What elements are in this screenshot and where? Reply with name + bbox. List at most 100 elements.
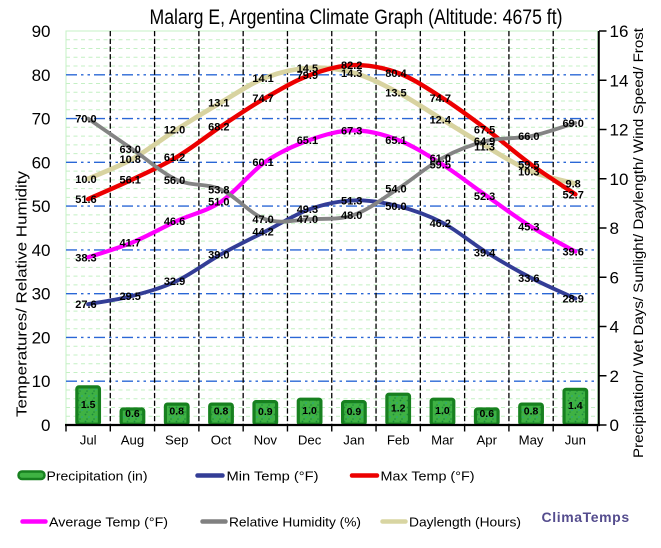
svg-text:79.9: 79.9 [297, 70, 318, 82]
svg-text:44.2: 44.2 [252, 227, 273, 239]
svg-text:14.3: 14.3 [341, 68, 362, 80]
svg-text:63.0: 63.0 [120, 144, 141, 156]
svg-text:61.0: 61.0 [430, 153, 451, 165]
svg-text:82.2: 82.2 [341, 60, 362, 72]
svg-text:39.4: 39.4 [474, 248, 496, 260]
svg-text:33.6: 33.6 [518, 273, 539, 285]
svg-text:0.6: 0.6 [479, 408, 494, 420]
svg-text:Malarg E, Argentina Climate Gr: Malarg E, Argentina Climate Graph (Altit… [150, 6, 563, 29]
svg-text:Jan: Jan [343, 433, 364, 448]
svg-text:11.3: 11.3 [474, 142, 495, 154]
svg-text:52.3: 52.3 [474, 191, 495, 203]
svg-text:0.9: 0.9 [258, 406, 273, 418]
svg-text:20: 20 [32, 328, 51, 347]
svg-text:50.0: 50.0 [385, 201, 406, 213]
svg-text:0: 0 [41, 416, 50, 435]
svg-text:29.5: 29.5 [120, 291, 141, 303]
svg-text:1.2: 1.2 [391, 403, 406, 415]
svg-text:Feb: Feb [387, 433, 410, 448]
svg-text:Apr: Apr [477, 433, 498, 448]
svg-text:14: 14 [610, 71, 629, 90]
svg-text:1.4: 1.4 [568, 400, 583, 412]
svg-text:49.3: 49.3 [297, 204, 318, 216]
svg-text:68.2: 68.2 [208, 121, 229, 133]
svg-text:61.2: 61.2 [164, 152, 185, 164]
svg-text:Aug: Aug [121, 433, 144, 448]
svg-text:60: 60 [32, 153, 51, 172]
svg-text:1.5: 1.5 [81, 399, 96, 411]
svg-text:Dec: Dec [298, 433, 322, 448]
svg-text:14.5: 14.5 [297, 63, 318, 75]
svg-text:64.9: 64.9 [474, 136, 495, 148]
svg-text:45.3: 45.3 [518, 222, 539, 234]
svg-text:80.4: 80.4 [385, 68, 407, 80]
svg-text:60.1: 60.1 [252, 157, 273, 169]
svg-text:0.8: 0.8 [169, 405, 184, 417]
svg-text:8: 8 [610, 219, 619, 238]
svg-text:2: 2 [610, 367, 619, 386]
svg-text:59.5: 59.5 [518, 160, 539, 172]
svg-text:13.5: 13.5 [385, 88, 406, 100]
svg-text:0.9: 0.9 [347, 406, 362, 418]
svg-text:10.8: 10.8 [120, 154, 141, 166]
svg-text:48.0: 48.0 [341, 210, 362, 222]
svg-text:67.3: 67.3 [341, 125, 362, 137]
svg-text:Mar: Mar [431, 433, 454, 448]
svg-text:Max Temp (°F): Max Temp (°F) [381, 469, 475, 484]
svg-text:9.8: 9.8 [566, 179, 581, 191]
svg-text:0.8: 0.8 [524, 405, 539, 417]
svg-text:0: 0 [610, 416, 619, 435]
svg-text:6: 6 [610, 268, 619, 287]
svg-text:56.1: 56.1 [120, 174, 141, 186]
svg-text:28.9: 28.9 [562, 293, 583, 305]
svg-text:0.8: 0.8 [214, 405, 229, 417]
svg-text:10: 10 [32, 372, 51, 391]
svg-text:Temperatures/ Relative Humidit: Temperatures/ Relative Humidity [14, 170, 31, 417]
svg-text:10.0: 10.0 [75, 174, 96, 186]
svg-text:39.6: 39.6 [562, 247, 583, 259]
svg-text:66.0: 66.0 [518, 131, 539, 143]
svg-text:46.6: 46.6 [164, 216, 185, 228]
svg-text:39.0: 39.0 [208, 249, 229, 261]
svg-text:Precipitation/ Wet Days/ Sunli: Precipitation/ Wet Days/ Sunlight/ Dayle… [631, 28, 646, 458]
svg-text:Relative Humidity (%): Relative Humidity (%) [229, 515, 361, 530]
svg-text:16: 16 [610, 22, 629, 41]
svg-text:52.7: 52.7 [562, 189, 583, 201]
svg-text:56.0: 56.0 [164, 175, 185, 187]
svg-text:65.1: 65.1 [385, 135, 406, 147]
svg-text:30: 30 [32, 285, 51, 304]
svg-text:10: 10 [610, 170, 629, 189]
svg-text:14.1: 14.1 [252, 73, 273, 85]
svg-text:27.6: 27.6 [75, 299, 96, 311]
svg-text:51.6: 51.6 [75, 194, 96, 206]
svg-text:12.0: 12.0 [164, 125, 185, 137]
svg-text:Sep: Sep [165, 433, 188, 448]
svg-text:69.0: 69.0 [562, 118, 583, 130]
svg-text:Oct: Oct [211, 433, 232, 448]
svg-text:Min Temp (°F): Min Temp (°F) [227, 469, 319, 484]
svg-text:1.0: 1.0 [435, 405, 450, 417]
svg-text:13.1: 13.1 [208, 97, 229, 109]
svg-text:67.5: 67.5 [474, 125, 495, 137]
svg-text:Precipitation (in): Precipitation (in) [47, 469, 148, 484]
svg-text:May: May [519, 433, 544, 448]
svg-text:65.1: 65.1 [297, 135, 318, 147]
svg-text:70.0: 70.0 [75, 114, 96, 126]
svg-text:53.8: 53.8 [208, 184, 229, 196]
svg-text:80: 80 [32, 66, 51, 85]
svg-text:41.7: 41.7 [120, 237, 141, 249]
svg-text:1.0: 1.0 [302, 405, 317, 417]
svg-text:74.7: 74.7 [252, 93, 273, 105]
svg-text:Nov: Nov [254, 433, 278, 448]
svg-text:47.0: 47.0 [252, 214, 273, 226]
svg-text:46.2: 46.2 [430, 218, 451, 230]
svg-text:38.3: 38.3 [75, 252, 96, 264]
svg-text:Jul: Jul [80, 433, 97, 448]
svg-text:12: 12 [610, 121, 629, 140]
svg-text:10.3: 10.3 [518, 166, 539, 178]
svg-text:74.7: 74.7 [430, 93, 451, 105]
svg-text:59.5: 59.5 [430, 160, 451, 172]
svg-text:0.6: 0.6 [125, 408, 140, 420]
svg-text:4: 4 [610, 318, 619, 337]
svg-text:51.3: 51.3 [341, 195, 362, 207]
